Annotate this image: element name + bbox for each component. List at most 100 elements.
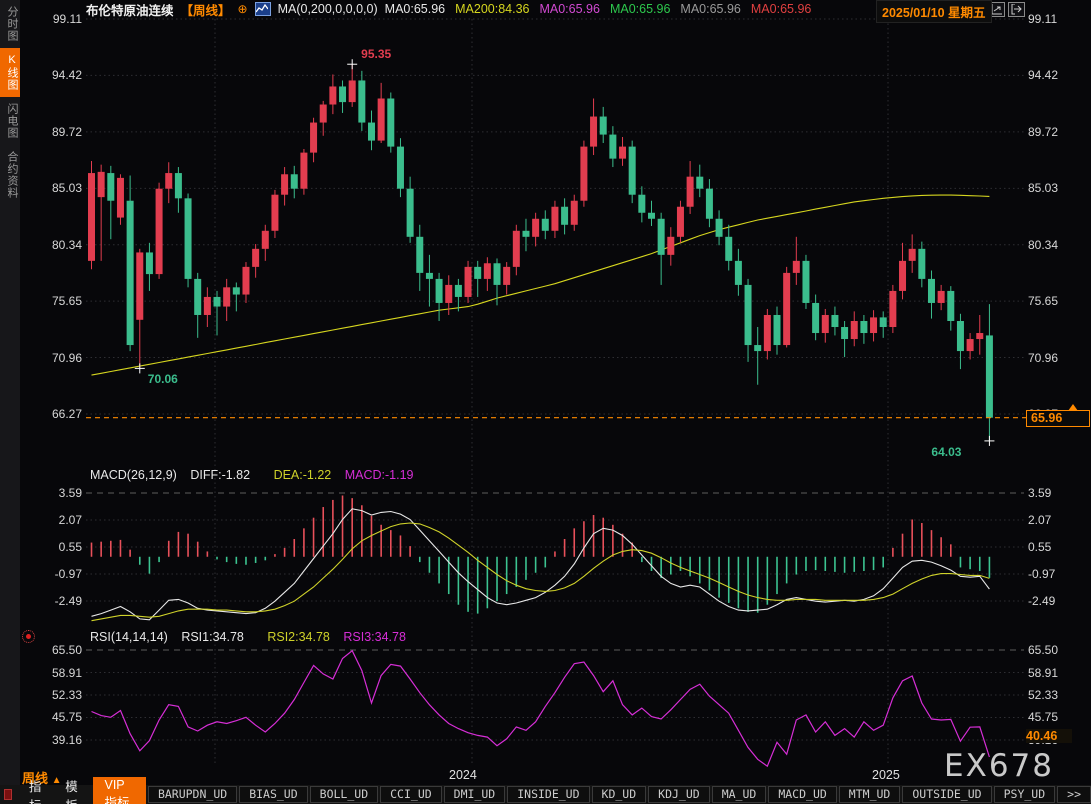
- toolbar-indicator-PSY_UD[interactable]: PSY_UD: [993, 786, 1056, 803]
- status-row: 周线 ▲ 2024 2025: [0, 766, 1091, 786]
- high-price-label: 95.35: [361, 47, 392, 62]
- low-price-label: 70.06: [147, 372, 178, 387]
- price-axis-label: 70.96: [1028, 350, 1059, 365]
- toolbar-indicator->>[interactable]: >>: [1057, 786, 1091, 803]
- toolbar-indicator-CCI_UD[interactable]: CCI_UD: [380, 786, 442, 803]
- macd-axis-label: 2.07: [1028, 512, 1052, 527]
- toolbar-indicator-INSIDE_UD[interactable]: INSIDE_UD: [507, 786, 590, 803]
- latest-price-marker-icon: [1068, 403, 1078, 411]
- rsi-header: RSI(14,14,14) RSI1:34.78 RSI2:34.78 RSI3…: [90, 630, 416, 644]
- chart-header: 布伦特原油连续 【周线】 ⊕ MA(0,200,0,0,0,0) MA0:65.96…: [86, 1, 822, 18]
- macd-axis-label: 0.55: [58, 539, 82, 554]
- toolbar-item-指标[interactable]: 指标: [28, 779, 42, 804]
- ma-settings: MA(0,200,0,0,0,0): [277, 2, 378, 16]
- macd-axis-label: 3.59: [1028, 486, 1052, 500]
- macd-axis-label: 3.59: [58, 486, 82, 500]
- macd-header: MACD(26,12,9) DIFF:-1.82 DEA:-1.22 MACD:…: [90, 468, 424, 482]
- candles-layer: [88, 64, 993, 441]
- toolbar-indicator-BARUPDN_UD[interactable]: BARUPDN_UD: [147, 786, 238, 803]
- price-axis-label: 75.65: [1028, 294, 1059, 309]
- toolbar-red-square-icon[interactable]: [4, 789, 12, 800]
- ma-value-item: MA0:65.96: [680, 2, 741, 16]
- rsi-current-badge: 40.46: [1026, 728, 1072, 743]
- macd-dea-value: DEA:-1.22: [273, 468, 332, 482]
- record-icon[interactable]: [22, 630, 35, 643]
- ma200-line: [91, 194, 990, 376]
- ma-value-item: MA0:65.96: [750, 2, 812, 16]
- rsi-params: RSI(14,14,14): [90, 630, 168, 644]
- toolbar-indicator-KDJ_UD[interactable]: KDJ_UD: [648, 786, 710, 803]
- macd-axis-label: -0.97: [1028, 566, 1056, 581]
- ma-values: MA0:65.96 MA200:84.36 MA0:65.96 MA0:65.96 MA…: [385, 2, 822, 16]
- sidebar-tab-分时图[interactable]: 分时图: [6, 6, 18, 42]
- watermark: EX678: [944, 748, 1054, 784]
- rsi2-value: RSI2:34.78: [267, 630, 330, 644]
- ma-value-item: MA0:65.96: [609, 2, 671, 16]
- extreme-markers: [134, 59, 995, 446]
- ma-value-item: MA0:65.96: [539, 2, 600, 16]
- toolbar-item-模板[interactable]: 模板: [65, 779, 78, 804]
- toolbar-indicator-BIAS_UD[interactable]: BIAS_UD: [239, 786, 308, 803]
- toolbar-indicator-MTM_UD[interactable]: MTM_UD: [838, 786, 901, 803]
- current-price-badge: 65.96: [1026, 409, 1090, 427]
- toolbar-indicator-OUTSIDE_UD[interactable]: OUTSIDE_UD: [902, 786, 992, 803]
- macd-axis-label: 0.55: [1028, 539, 1052, 554]
- gridlines: [86, 18, 1024, 764]
- sidebar: 分时图 K线图闪电图合约资料: [0, 0, 20, 785]
- price-axis-label: 89.72: [51, 124, 82, 139]
- macd-diff-value: DIFF:-1.82: [190, 468, 251, 482]
- macd-axis-label: -2.49: [1028, 593, 1056, 608]
- indicator-toolbar: 指标模板 VIP指标BARUPDN_UDBIAS_UDBOLL_UDCCI_UDD…: [0, 777, 1091, 804]
- toolbar-vip-button[interactable]: VIP指标: [92, 777, 146, 804]
- price-axis-label: 85.03: [51, 181, 82, 196]
- sidebar-tab-闪电图[interactable]: 闪电图: [6, 103, 18, 139]
- add-indicator-icon[interactable]: ⊕: [237, 2, 248, 16]
- rsi-axis-label: 58.91: [51, 665, 82, 680]
- toolbar-indicator-BOLL_UD[interactable]: BOLL_UD: [309, 786, 379, 803]
- sidebar-tab-合约资料[interactable]: 合约资料: [6, 151, 18, 199]
- price-axis-label: 66.27: [51, 406, 82, 421]
- price-axis-label: 89.72: [1028, 124, 1059, 139]
- period-tag[interactable]: 【周线】: [180, 3, 231, 18]
- toolbar-indicator-KD_UD[interactable]: KD_UD: [591, 786, 647, 803]
- price-axis-label: 75.65: [51, 294, 82, 309]
- price-axis-label: 80.34: [1028, 237, 1059, 252]
- rsi-axis-label: 45.75: [51, 710, 82, 725]
- price-axis-label: 70.96: [51, 350, 82, 365]
- date-label: 2025/01/10 星期五: [876, 0, 992, 23]
- exit-right-icon[interactable]: [1008, 2, 1025, 17]
- period-badge[interactable]: 周线 ▲: [22, 771, 62, 786]
- period-arrow-icon: ▲: [51, 775, 62, 786]
- macd-histogram: [90, 495, 991, 614]
- rsi-axis-label: 52.33: [1028, 688, 1059, 702]
- toolbar-indicator-DMI_UD[interactable]: DMI_UD: [443, 786, 506, 803]
- x-axis-year-label: 2024: [449, 768, 477, 782]
- price-axis-label: 99.11: [1028, 12, 1058, 26]
- rsi-axis-label: 39.16: [51, 733, 82, 747]
- x-axis-year-label: 2025: [872, 768, 900, 782]
- dea-line: [91, 522, 990, 622]
- macd-axis-label: -0.97: [54, 566, 82, 581]
- rsi-axis-label: 58.91: [1028, 665, 1059, 680]
- chart-type-icon[interactable]: [254, 2, 271, 16]
- rsi-axis-label: 65.50: [51, 643, 82, 657]
- ma-value-item: MA0:65.96: [384, 2, 446, 16]
- rsi-axis-label: 45.75: [1028, 710, 1059, 725]
- toolbar-indicator-MACD_UD[interactable]: MACD_UD: [768, 786, 837, 803]
- price-axis-label: 94.42: [1028, 68, 1059, 83]
- price-axis-label: 99.11: [52, 12, 82, 26]
- macd-hist-value: MACD:-1.19: [344, 468, 414, 482]
- ma-value-item: MA200:84.36: [455, 2, 530, 16]
- rsi-line: [91, 649, 990, 768]
- sidebar-tab-K线图[interactable]: K线图: [0, 48, 20, 97]
- rsi-axis-label: 52.33: [51, 688, 82, 702]
- rsi-axis-label: 65.50: [1028, 643, 1059, 657]
- rsi3-value: RSI3:34.78: [343, 630, 406, 644]
- macd-axis-label: -2.49: [54, 593, 82, 608]
- price-axis-label: 80.34: [51, 237, 82, 252]
- instrument-title: 布伦特原油连续: [86, 3, 174, 18]
- rsi1-value: RSI1:34.78: [181, 630, 244, 644]
- toolbar-indicator-MA_UD[interactable]: MA_UD: [711, 786, 767, 803]
